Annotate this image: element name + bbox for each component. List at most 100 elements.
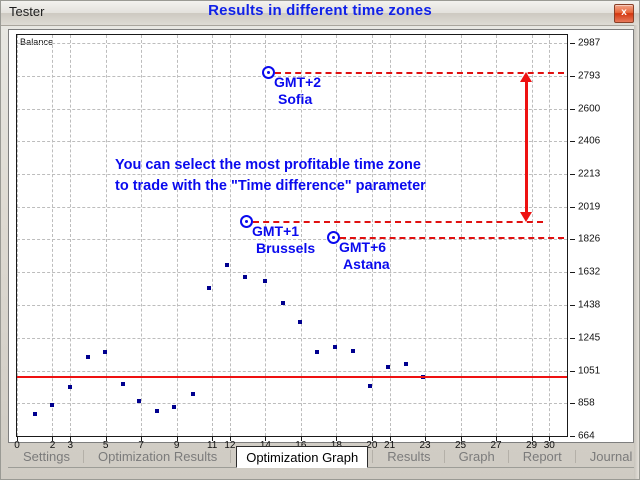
scatter-point[interactable] bbox=[32, 411, 37, 416]
y-tick-mark bbox=[570, 174, 575, 176]
tab-optimization-graph[interactable]: Optimization Graph bbox=[236, 446, 369, 468]
x-tick-label: 12 bbox=[224, 440, 236, 451]
window-scroll-gutter[interactable] bbox=[634, 25, 639, 479]
x-tick-label: 14 bbox=[260, 440, 271, 451]
x-tick-mark bbox=[17, 437, 18, 441]
annotation-dash-line bbox=[275, 72, 564, 74]
tab-results[interactable]: Results bbox=[387, 449, 431, 464]
scatter-point[interactable] bbox=[190, 391, 195, 396]
scatter-point[interactable] bbox=[137, 398, 142, 403]
tab-bar: Settings Optimization Results Optimization… bbox=[8, 445, 634, 468]
x-tick-mark bbox=[371, 437, 373, 441]
scatter-point[interactable] bbox=[225, 263, 230, 267]
scatter-point[interactable] bbox=[155, 408, 160, 413]
scatter-point[interactable] bbox=[385, 365, 390, 370]
y-tick-label: 1245 bbox=[578, 332, 601, 344]
annotation-marker[interactable] bbox=[240, 215, 253, 228]
x-tick-mark bbox=[70, 437, 72, 441]
y-tick-label: 2019 bbox=[578, 201, 601, 213]
x-tick-label: 3 bbox=[67, 440, 73, 451]
h-gridline bbox=[17, 141, 567, 143]
annotation-label: GMT+6 Astana bbox=[339, 239, 390, 273]
scatter-point[interactable] bbox=[281, 300, 286, 305]
x-tick-label: 18 bbox=[331, 440, 342, 451]
annotation-label: GMT+2 Sofia bbox=[274, 74, 321, 108]
x-tick-label: 29 bbox=[525, 440, 538, 451]
scatter-point[interactable] bbox=[102, 350, 107, 355]
annotation-gmt: GMT+2 bbox=[274, 74, 322, 90]
tab-settings[interactable]: Settings bbox=[23, 449, 70, 464]
tab-journal[interactable]: Journal bbox=[589, 449, 633, 464]
scatter-point[interactable] bbox=[206, 285, 211, 290]
tab-separator bbox=[82, 450, 84, 463]
x-tick-mark bbox=[549, 437, 551, 441]
x-tick-label: 16 bbox=[295, 440, 306, 451]
y-tick-label: 2793 bbox=[578, 70, 601, 82]
scatter-point[interactable] bbox=[263, 278, 268, 283]
h-gridline bbox=[17, 43, 567, 45]
y-tick-label: 664 bbox=[578, 430, 595, 442]
callout-text: You can select the most profitable time … bbox=[115, 155, 426, 197]
annotation-marker[interactable] bbox=[262, 66, 275, 79]
h-gridline bbox=[17, 206, 567, 208]
plot-area[interactable]: Balance GMT+2 Sofia GMT+1 Brussels GMT+6 Asta… bbox=[16, 34, 568, 437]
y-tick-label: 1632 bbox=[578, 266, 601, 278]
x-tick-mark bbox=[141, 437, 143, 441]
y-tick-mark bbox=[570, 239, 575, 241]
x-tick-label: 25 bbox=[454, 440, 467, 451]
x-tick-label: 21 bbox=[384, 440, 396, 451]
scatter-point[interactable] bbox=[368, 383, 373, 388]
annotation-gmt: GMT+1 bbox=[252, 223, 300, 239]
annotation-marker[interactable] bbox=[327, 231, 340, 244]
arrow-head-up bbox=[520, 72, 532, 82]
scatter-point[interactable] bbox=[351, 348, 356, 353]
x-tick-label: 11 bbox=[206, 440, 218, 451]
y-tick-mark bbox=[570, 272, 575, 274]
x-tick-mark bbox=[265, 437, 267, 441]
y-tick-mark bbox=[570, 337, 575, 339]
callout-line-1: You can select the most profitable time … bbox=[115, 157, 421, 173]
scatter-point[interactable] bbox=[314, 350, 319, 355]
tab-report[interactable]: Report bbox=[522, 449, 562, 464]
y-tick-label: 1051 bbox=[578, 365, 601, 377]
x-tick-mark bbox=[389, 437, 391, 441]
x-tick-label: 30 bbox=[543, 440, 555, 451]
h-gridline bbox=[17, 337, 567, 339]
h-gridline bbox=[17, 403, 567, 405]
x-tick-label: 20 bbox=[366, 440, 378, 451]
scatter-point[interactable] bbox=[242, 274, 247, 279]
scatter-point[interactable] bbox=[50, 403, 55, 408]
y-tick-label: 2987 bbox=[578, 37, 601, 49]
y-tick-mark bbox=[570, 370, 575, 372]
h-gridline bbox=[17, 108, 567, 110]
tab-separator bbox=[230, 450, 232, 463]
tab-graph[interactable]: Graph bbox=[458, 449, 495, 464]
scatter-point[interactable] bbox=[120, 381, 125, 386]
x-tick-mark bbox=[496, 437, 498, 441]
y-tick-label: 2406 bbox=[578, 135, 601, 147]
y-tick-mark bbox=[570, 141, 575, 143]
app-label: Tester bbox=[9, 4, 45, 19]
y-tick-label: 1826 bbox=[578, 233, 601, 245]
scatter-point[interactable] bbox=[85, 354, 90, 359]
close-icon[interactable]: x bbox=[614, 4, 634, 23]
y-tick-mark bbox=[570, 206, 575, 208]
window-titlebar: Tester Results in different time zones x bbox=[1, 1, 639, 26]
x-tick-mark bbox=[425, 437, 427, 441]
x-tick-mark bbox=[105, 437, 107, 441]
x-tick-label: 9 bbox=[173, 440, 180, 451]
annotation-city: Brussels bbox=[256, 240, 316, 256]
x-tick-mark bbox=[300, 437, 302, 441]
x-tick-label: 23 bbox=[419, 440, 431, 451]
h-gridline bbox=[17, 370, 567, 372]
scatter-point[interactable] bbox=[172, 405, 177, 410]
tab-separator bbox=[507, 450, 509, 463]
plot-series-label: Balance bbox=[20, 37, 54, 47]
scatter-point[interactable] bbox=[297, 320, 302, 324]
x-tick-mark bbox=[336, 437, 338, 441]
scatter-point[interactable] bbox=[403, 361, 408, 366]
scatter-point[interactable] bbox=[332, 345, 337, 350]
y-tick-label: 1438 bbox=[578, 299, 601, 311]
tab-optimization-results[interactable]: Optimization Results bbox=[97, 449, 218, 464]
scatter-point[interactable] bbox=[68, 384, 73, 389]
